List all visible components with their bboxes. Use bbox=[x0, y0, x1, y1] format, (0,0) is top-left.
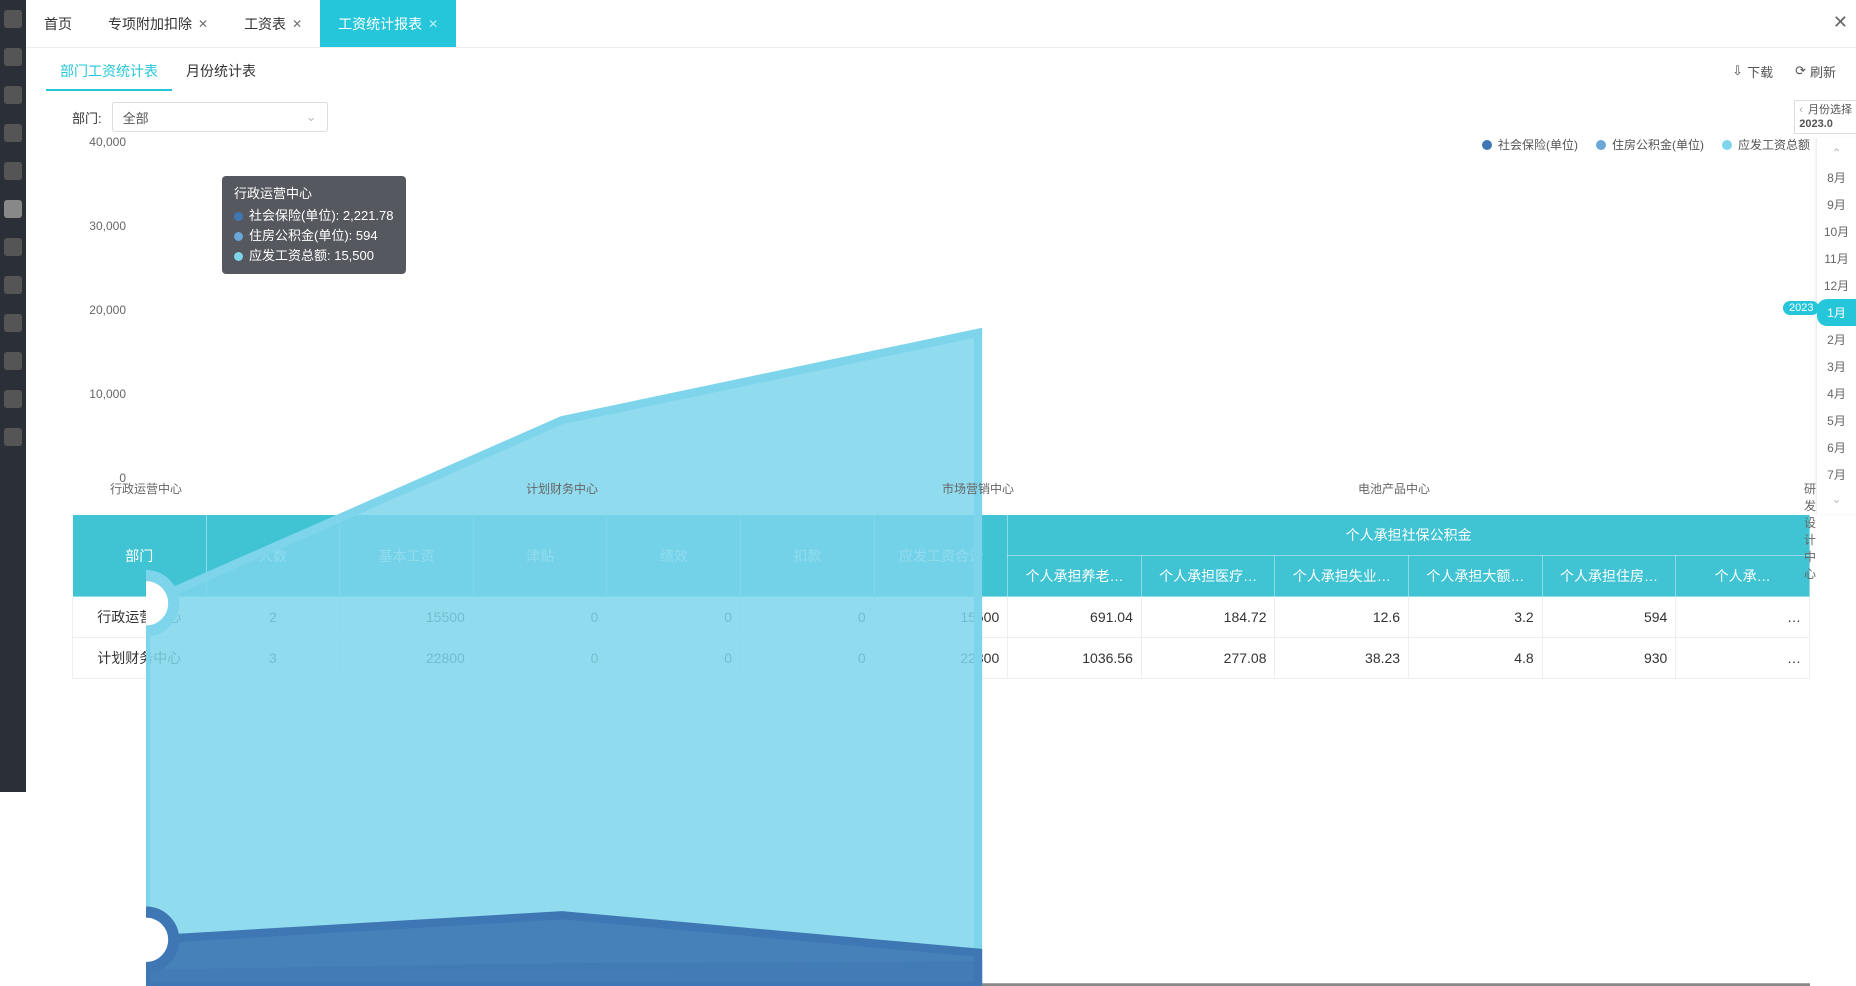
close-icon[interactable]: ✕ bbox=[428, 17, 438, 31]
chevron-down-icon[interactable]: ⌄ bbox=[1827, 488, 1845, 510]
salary-chart: 社会保险(单位)住房公积金(单位)应发工资总额 010,00020,00030,… bbox=[72, 142, 1810, 500]
filter-label: 部门: bbox=[72, 108, 102, 127]
download-label: 下载 bbox=[1747, 62, 1773, 81]
nav-icon[interactable] bbox=[4, 276, 22, 294]
select-value: 全部 bbox=[123, 108, 149, 127]
subtab-0[interactable]: 部门工资统计表 bbox=[46, 51, 172, 91]
month-option[interactable]: 5月 bbox=[1817, 407, 1856, 434]
y-axis: 010,00020,00030,00040,000 bbox=[72, 142, 132, 478]
nav-icon[interactable] bbox=[4, 314, 22, 332]
nav-icon[interactable] bbox=[4, 238, 22, 256]
subtab-1[interactable]: 月份统计表 bbox=[172, 51, 270, 91]
legend-item[interactable]: 社会保险(单位) bbox=[1482, 136, 1578, 153]
chart-legend: 社会保险(单位) 住房公积金(单位) 应发工资总额 bbox=[1482, 136, 1810, 153]
month-option[interactable]: 2月 bbox=[1817, 326, 1856, 353]
month-selector: ⌃ 8月9月10月11月12月1月20232月3月4月5月6月7月 ⌄ bbox=[1816, 138, 1856, 514]
month-option[interactable]: 1月2023 bbox=[1817, 299, 1856, 326]
nav-icon[interactable] bbox=[4, 352, 22, 370]
refresh-icon: ⟳ bbox=[1795, 63, 1806, 79]
tab-0[interactable]: 首页 bbox=[26, 0, 90, 47]
month-option[interactable]: 9月 bbox=[1817, 191, 1856, 218]
legend-dot-icon bbox=[1482, 140, 1492, 150]
download-icon: ⇩ bbox=[1732, 63, 1743, 79]
series-area bbox=[146, 333, 978, 986]
month-option[interactable]: 12月 bbox=[1817, 272, 1856, 299]
month-option[interactable]: 10月 bbox=[1817, 218, 1856, 245]
close-icon[interactable]: ✕ bbox=[198, 17, 208, 31]
month-option[interactable]: 6月 bbox=[1817, 434, 1856, 461]
nav-icon[interactable] bbox=[4, 390, 22, 408]
tab-2[interactable]: 工资表✕ bbox=[226, 0, 320, 47]
chevron-down-icon: ⌄ bbox=[306, 109, 317, 125]
sub-tabs-row: 部门工资统计表月份统计表 ⇩ 下载 ⟳ 刷新 bbox=[26, 48, 1856, 94]
nav-icon[interactable] bbox=[4, 124, 22, 142]
month-panel-toggle[interactable]: ‹ 月份选择 2023.0 bbox=[1794, 100, 1856, 134]
month-option[interactable]: 11月 bbox=[1817, 245, 1856, 272]
page-tabs: 首页专项附加扣除✕工资表✕工资统计报表✕ ✕ bbox=[26, 0, 1856, 48]
legend-item[interactable]: 应发工资总额 bbox=[1722, 136, 1810, 153]
month-option[interactable]: 3月 bbox=[1817, 353, 1856, 380]
month-option[interactable]: 8月 bbox=[1817, 164, 1856, 191]
year-badge: 2023 bbox=[1783, 301, 1819, 315]
tab-3[interactable]: 工资统计报表✕ bbox=[320, 0, 456, 47]
nav-icon[interactable] bbox=[4, 86, 22, 104]
month-option[interactable]: 4月 bbox=[1817, 380, 1856, 407]
close-icon[interactable]: ✕ bbox=[292, 17, 302, 31]
left-nav bbox=[0, 0, 26, 792]
department-select[interactable]: 全部 ⌄ bbox=[112, 102, 328, 132]
download-button[interactable]: ⇩ 下载 bbox=[1732, 62, 1773, 81]
refresh-button[interactable]: ⟳ 刷新 bbox=[1795, 62, 1836, 81]
nav-icon[interactable] bbox=[4, 48, 22, 66]
x-axis: 行政运营中心计划财务中心市场营销中心电池产品中心研发设计中心 bbox=[146, 480, 1810, 500]
chart-plot bbox=[146, 154, 1810, 986]
legend-dot-icon bbox=[1596, 140, 1606, 150]
month-option[interactable]: 7月 bbox=[1817, 461, 1856, 488]
nav-icon[interactable] bbox=[4, 428, 22, 446]
nav-icon[interactable] bbox=[4, 10, 22, 28]
refresh-label: 刷新 bbox=[1810, 62, 1836, 81]
chevron-up-icon[interactable]: ⌃ bbox=[1827, 142, 1845, 164]
chevron-left-icon: ‹ bbox=[1799, 104, 1803, 116]
legend-dot-icon bbox=[1722, 140, 1732, 150]
nav-icon[interactable] bbox=[4, 200, 22, 218]
tab-1[interactable]: 专项附加扣除✕ bbox=[90, 0, 226, 47]
legend-item[interactable]: 住房公积金(单位) bbox=[1596, 136, 1704, 153]
nav-icon[interactable] bbox=[4, 162, 22, 180]
close-icon[interactable]: ✕ bbox=[1833, 12, 1848, 33]
